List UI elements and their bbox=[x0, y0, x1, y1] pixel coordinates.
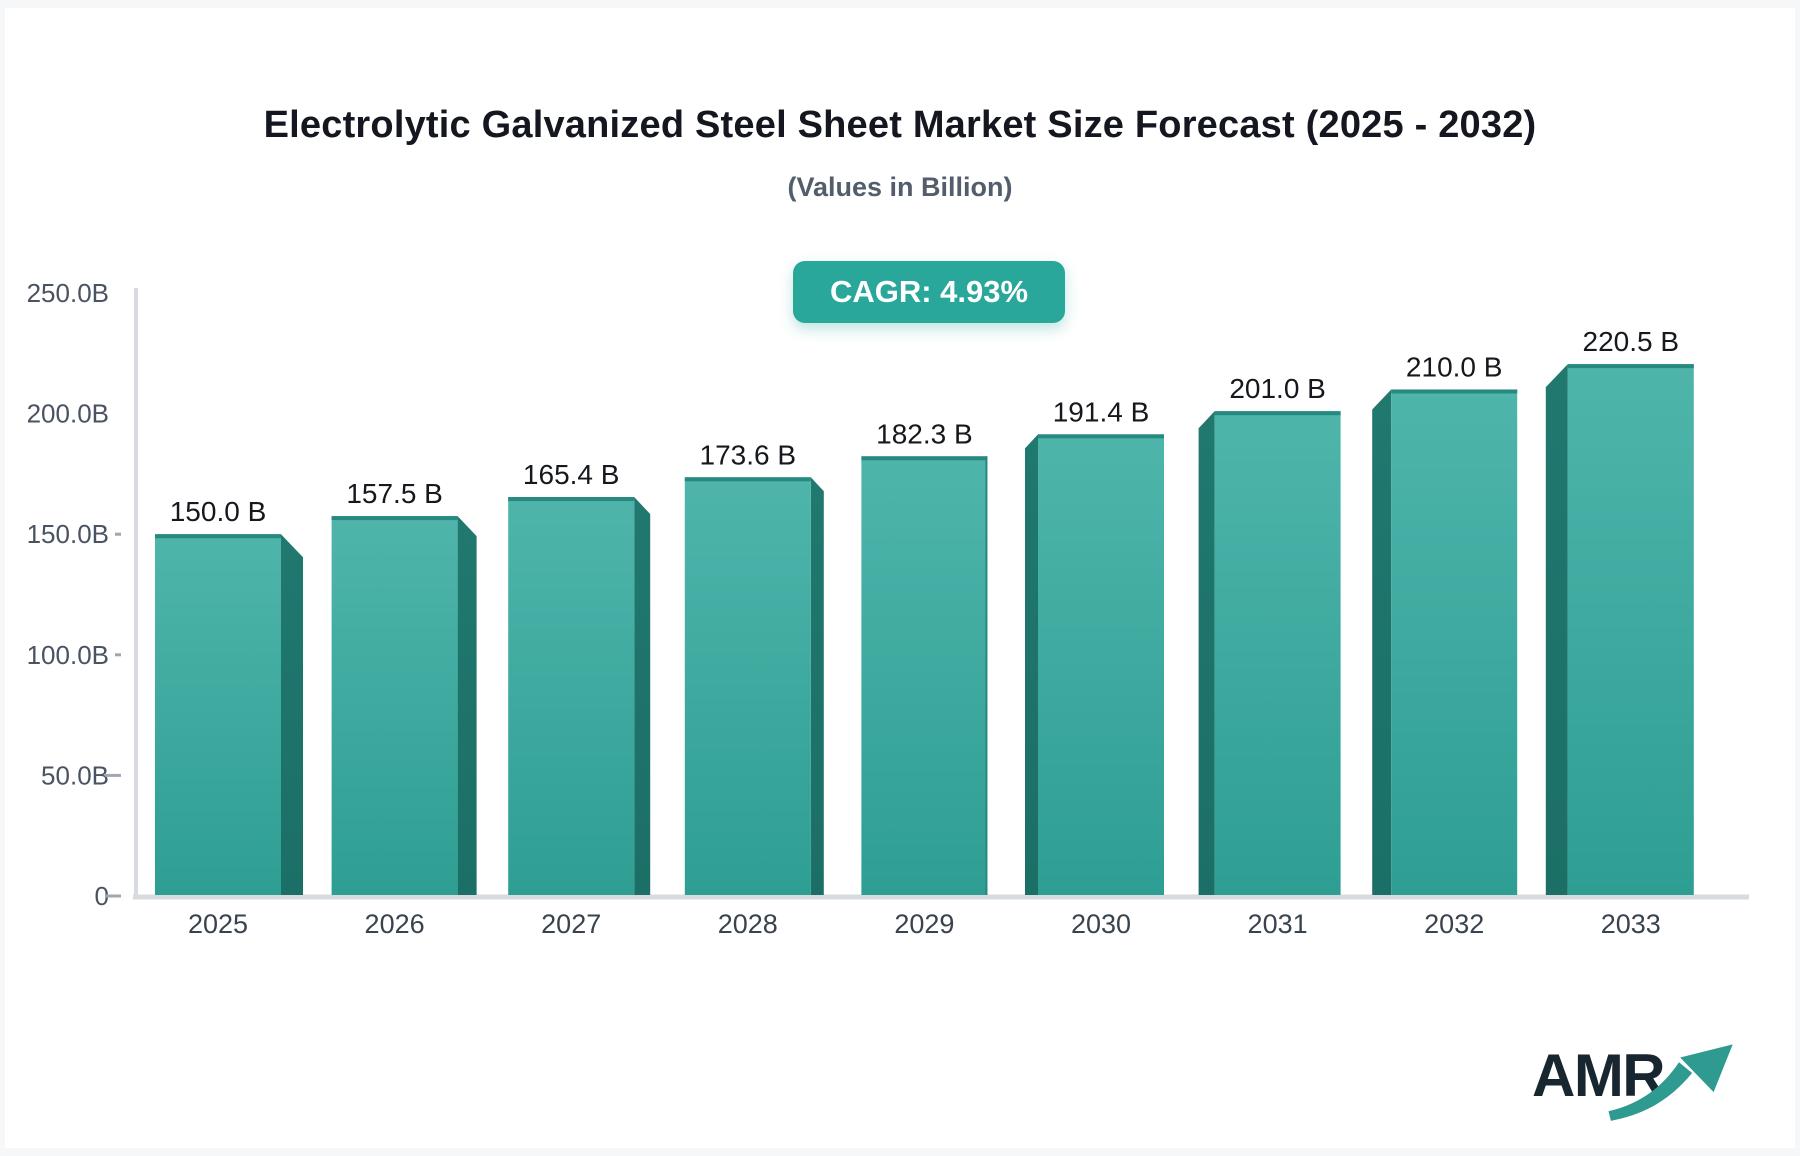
x-tick-label: 2029 bbox=[894, 909, 954, 939]
y-tick-label: 250.0B bbox=[27, 278, 109, 308]
bar-top-edge bbox=[1567, 364, 1694, 369]
bar-front-face bbox=[684, 477, 811, 895]
x-tick-label: 2031 bbox=[1248, 909, 1308, 939]
bar-side-face bbox=[634, 497, 651, 895]
bar-side-face bbox=[810, 477, 824, 895]
bar-value-label: 173.6 B bbox=[700, 439, 797, 470]
bar-front-face bbox=[1391, 389, 1518, 895]
bar-top-edge bbox=[155, 534, 281, 539]
y-tick-label: 0 bbox=[95, 881, 109, 911]
bar-value-label: 210.0 B bbox=[1406, 351, 1503, 382]
bar-top-edge bbox=[1391, 389, 1518, 394]
y-tick-label: 200.0B bbox=[27, 399, 109, 429]
chart-title: Electrolytic Galvanized Steel Sheet Mark… bbox=[263, 104, 1537, 146]
bar-value-label: 150.0 B bbox=[170, 496, 267, 527]
y-tick-label: 50.0B bbox=[41, 760, 109, 790]
bar-front-face bbox=[1567, 364, 1694, 895]
chart-card: Electrolytic Galvanized Steel Sheet Mark… bbox=[5, 8, 1795, 1148]
bar-side-face bbox=[281, 534, 303, 895]
cagr-badge: CAGR: 4.93% bbox=[793, 261, 1065, 323]
bar-front-face bbox=[155, 534, 281, 895]
bar-top-edge bbox=[508, 497, 635, 502]
bar-value-label: 220.5 B bbox=[1583, 326, 1680, 357]
bar-chart: 0 50.0B 100.0B 150.0B 200.0B 250.0B 150.0 B 202… bbox=[27, 278, 1749, 939]
x-tick-label: 2033 bbox=[1601, 909, 1661, 939]
bar-right-edge bbox=[985, 456, 988, 895]
bar-value-label: 182.3 B bbox=[876, 418, 973, 449]
bar-side-face bbox=[1025, 434, 1038, 895]
bar-top-edge bbox=[331, 516, 458, 521]
bar-value-label: 191.4 B bbox=[1053, 396, 1150, 427]
bar-value-label: 165.4 B bbox=[523, 459, 620, 490]
bar-side-face bbox=[1198, 411, 1215, 895]
x-tick-label: 2026 bbox=[365, 909, 425, 939]
x-tick-label: 2027 bbox=[541, 909, 601, 939]
trend-arrow-icon bbox=[1608, 1044, 1733, 1121]
logo: AMR bbox=[1532, 1042, 1747, 1138]
bar-top-edge bbox=[1214, 411, 1341, 416]
x-tick-label: 2032 bbox=[1424, 909, 1484, 939]
bar-side-face bbox=[457, 516, 477, 895]
bar-front-face bbox=[1038, 434, 1164, 895]
bar-front-face bbox=[861, 456, 988, 895]
bar-side-face bbox=[1545, 364, 1568, 895]
x-tick-label: 2028 bbox=[718, 909, 778, 939]
bar-front-face bbox=[508, 497, 635, 895]
bar-side-face bbox=[1372, 389, 1392, 895]
x-tick-label: 2025 bbox=[188, 909, 248, 939]
bar-front-face bbox=[331, 516, 458, 895]
bar-top-edge bbox=[861, 456, 988, 461]
chart-subtitle: (Values in Billion) bbox=[787, 172, 1013, 202]
x-tick-label: 2030 bbox=[1071, 909, 1131, 939]
bar-top-edge bbox=[1038, 434, 1164, 439]
bar-front-face bbox=[1214, 411, 1341, 895]
logo-text: AMR bbox=[1532, 1042, 1666, 1109]
y-tick-label: 100.0B bbox=[27, 640, 109, 670]
y-tick-label: 150.0B bbox=[27, 519, 109, 549]
bar-value-label: 201.0 B bbox=[1229, 373, 1326, 404]
bar-value-label: 157.5 B bbox=[346, 478, 443, 509]
cagr-badge-label: CAGR: 4.93% bbox=[829, 274, 1029, 309]
bar-top-edge bbox=[684, 477, 811, 482]
